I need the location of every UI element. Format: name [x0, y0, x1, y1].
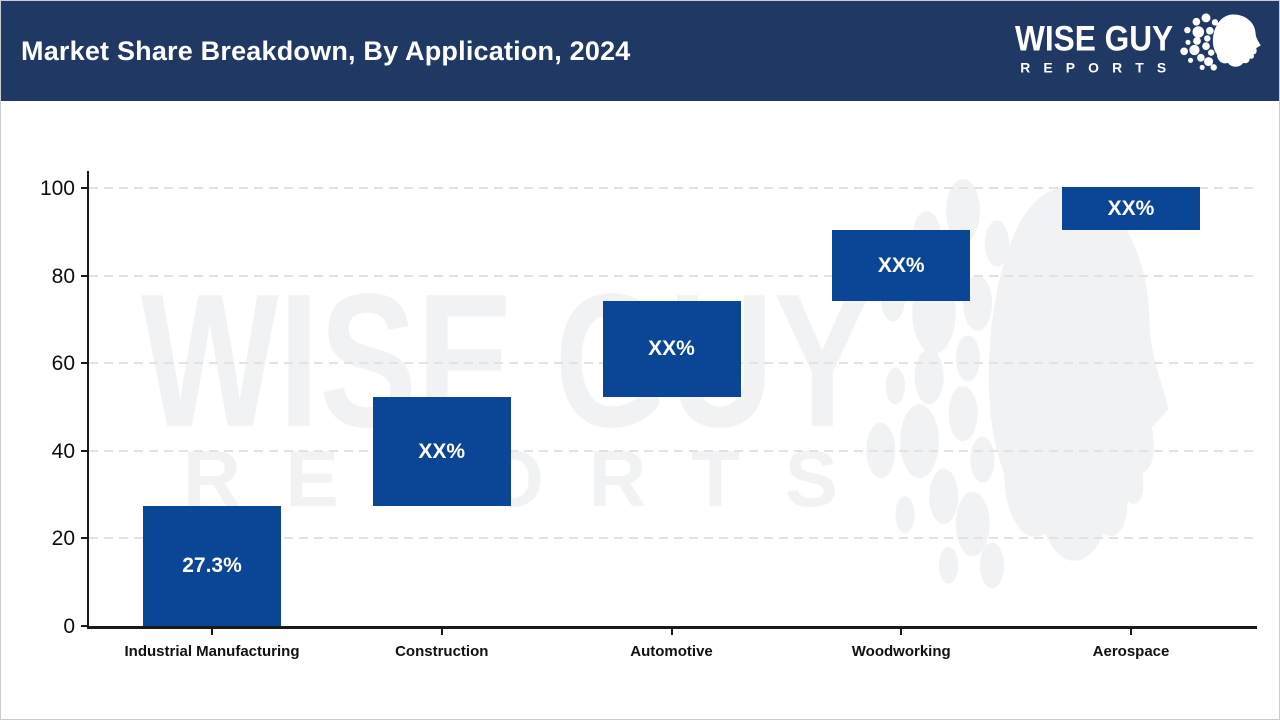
bar-value-label: 27.3%	[182, 554, 242, 578]
logo-subtext: REPORTS	[1020, 59, 1166, 75]
header-bar: Market Share Breakdown, By Application, …	[1, 1, 1279, 101]
logo-wordmark: WISE GUY	[1015, 19, 1173, 59]
y-tick-mark-20	[81, 537, 89, 540]
logo-head-icon	[1180, 13, 1261, 71]
category-label-2: Construction	[395, 643, 489, 660]
bar-aerospace: XX%	[1062, 186, 1200, 231]
gridline-100	[89, 187, 1257, 189]
bar-value-label: XX%	[1107, 196, 1155, 220]
x-tick-mark-5	[1130, 628, 1132, 635]
bar-automotive: XX%	[602, 300, 741, 397]
gridline-20	[89, 537, 1257, 540]
x-tick-mark-1	[211, 628, 213, 635]
gridline-40	[89, 449, 1257, 452]
x-tick-mark-4	[900, 628, 903, 635]
y-tick-label-100: 100	[39, 177, 75, 200]
y-tick-mark-60	[81, 362, 89, 365]
bar-value-label: XX%	[648, 336, 695, 360]
y-tick-mark-80	[81, 274, 89, 277]
y-tick-label-40: 40	[51, 439, 75, 463]
x-tick-mark-2	[440, 628, 443, 635]
category-label-1: Industrial Manufacturing	[124, 643, 300, 660]
page-title: Market Share Breakdown, By Application, …	[21, 35, 631, 66]
x-tick-mark-3	[670, 628, 673, 635]
y-tick-label-0: 0	[63, 615, 75, 638]
bar-construction: XX%	[372, 396, 511, 507]
chart-area: WISE GUY REPORTS 02040608010027.3%Indust…	[1, 101, 1279, 719]
y-tick-label-20: 20	[51, 527, 75, 551]
category-label-4: Woodworking	[851, 643, 951, 660]
bar-industrial-manufacturing: 27.3%	[143, 506, 281, 626]
bar-woodworking: XX%	[832, 230, 971, 301]
y-tick-mark-0	[81, 625, 89, 627]
y-tick-mark-100	[81, 187, 89, 189]
gridline-80	[89, 274, 1257, 277]
wise-guy-logo: WISE GUY REPORTS	[1015, 13, 1261, 75]
bar-value-label: XX%	[418, 439, 466, 463]
y-axis-line	[87, 171, 89, 628]
y-tick-label-80: 80	[51, 264, 75, 288]
category-label-3: Automotive	[630, 643, 713, 660]
y-tick-mark-40	[81, 449, 89, 452]
y-tick-label-60: 60	[51, 352, 75, 376]
x-axis-line	[87, 626, 1257, 629]
bar-value-label: XX%	[877, 253, 925, 277]
category-label-5: Aerospace	[1092, 643, 1170, 660]
